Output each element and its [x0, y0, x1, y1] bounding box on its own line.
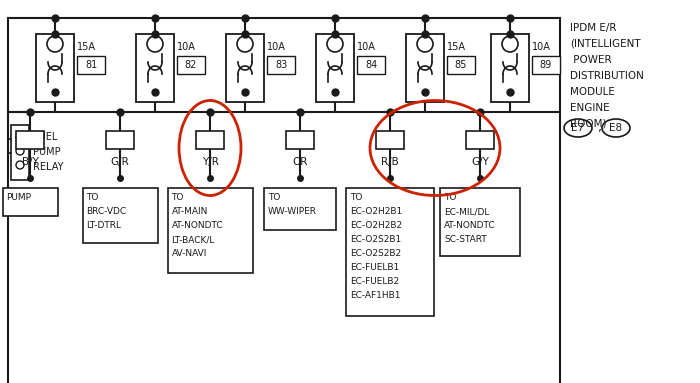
Text: (INTELLIGENT: (INTELLIGENT [570, 39, 640, 49]
Text: 26: 26 [204, 135, 216, 145]
Text: 82: 82 [185, 60, 197, 70]
Text: WW-WIPER: WW-WIPER [268, 208, 317, 216]
Bar [16, 131, 44, 149]
Text: POWER: POWER [570, 55, 612, 65]
Text: AV-NAVI: AV-NAVI [172, 249, 207, 259]
Text: OR: OR [293, 157, 308, 167]
Bar [267, 56, 295, 74]
Bar [346, 188, 434, 316]
Text: TO: TO [444, 193, 456, 203]
Text: DISTRIBUTION: DISTRIBUTION [570, 71, 644, 81]
Text: 39: 39 [24, 135, 36, 145]
Text: IPDM E/R: IPDM E/R [570, 23, 617, 33]
Text: PUMP: PUMP [6, 193, 32, 203]
Text: TO: TO [350, 193, 363, 203]
Text: 25: 25 [474, 135, 486, 145]
Bar [440, 188, 520, 256]
Text: Y/R: Y/R [202, 157, 218, 167]
Text: G/R: G/R [111, 157, 130, 167]
Text: 84: 84 [365, 60, 377, 70]
Text: FUEL: FUEL [33, 132, 57, 142]
Text: PUMP: PUMP [33, 147, 61, 157]
Bar [77, 56, 105, 74]
Text: 10A: 10A [357, 42, 376, 52]
Text: EC-FUELB1: EC-FUELB1 [350, 264, 399, 272]
Text: 15A: 15A [77, 42, 96, 52]
Text: 10A: 10A [177, 42, 196, 52]
Text: 85: 85 [455, 60, 467, 70]
Bar [11, 125, 29, 180]
Text: LT-DTRL: LT-DTRL [87, 221, 122, 231]
Bar [316, 34, 354, 102]
Text: 83: 83 [275, 60, 287, 70]
Text: AT-NONDTC: AT-NONDTC [444, 221, 496, 231]
Bar [83, 188, 158, 243]
Bar [491, 34, 529, 102]
Text: G/Y: G/Y [471, 157, 489, 167]
Bar [136, 34, 174, 102]
Text: EC-AF1HB1: EC-AF1HB1 [350, 291, 400, 301]
Text: MODULE: MODULE [570, 87, 615, 97]
Text: ENGINE: ENGINE [570, 103, 610, 113]
Text: 24: 24 [384, 135, 396, 145]
Text: 43: 43 [114, 135, 126, 145]
Bar [177, 56, 205, 74]
Text: RELAY: RELAY [33, 162, 64, 172]
Text: B/Y: B/Y [22, 157, 38, 167]
Text: EC-MIL/DL: EC-MIL/DL [444, 208, 489, 216]
Text: 44: 44 [294, 135, 306, 145]
Bar [226, 34, 264, 102]
Text: E7: E7 [571, 123, 584, 133]
Bar [532, 56, 560, 74]
Text: AT-MAIN: AT-MAIN [172, 208, 208, 216]
Text: EC-O2S2B2: EC-O2S2B2 [350, 249, 401, 259]
Bar [196, 131, 224, 149]
Text: 10A: 10A [267, 42, 286, 52]
Bar [376, 131, 404, 149]
Bar [3, 188, 57, 216]
Text: LT-BACK/L: LT-BACK/L [172, 236, 215, 244]
Bar [406, 34, 444, 102]
Bar [167, 188, 253, 273]
Text: TO: TO [87, 193, 99, 203]
Text: 81: 81 [85, 60, 97, 70]
Text: ,: , [598, 121, 602, 134]
Bar [264, 188, 336, 230]
Bar [106, 131, 134, 149]
Text: 15A: 15A [447, 42, 466, 52]
Text: EC-O2H2B2: EC-O2H2B2 [350, 221, 402, 231]
Text: SC-START: SC-START [444, 236, 486, 244]
Bar [447, 56, 475, 74]
Text: ROOM): ROOM) [570, 119, 606, 129]
Text: TO: TO [268, 193, 281, 203]
Text: 10A: 10A [532, 42, 551, 52]
Text: BRC-VDC: BRC-VDC [87, 208, 127, 216]
Bar [357, 56, 385, 74]
Text: E8: E8 [610, 123, 622, 133]
Text: AT-NONDTC: AT-NONDTC [172, 221, 223, 231]
Text: TO: TO [172, 193, 184, 203]
Text: R/B: R/B [381, 157, 399, 167]
Text: EC-FUELB2: EC-FUELB2 [350, 278, 399, 286]
Bar [466, 131, 494, 149]
Text: EC-O2H2B1: EC-O2H2B1 [350, 208, 402, 216]
Text: EC-O2S2B1: EC-O2S2B1 [350, 236, 401, 244]
Bar [286, 131, 314, 149]
Text: 89: 89 [540, 60, 552, 70]
Bar [36, 34, 74, 102]
